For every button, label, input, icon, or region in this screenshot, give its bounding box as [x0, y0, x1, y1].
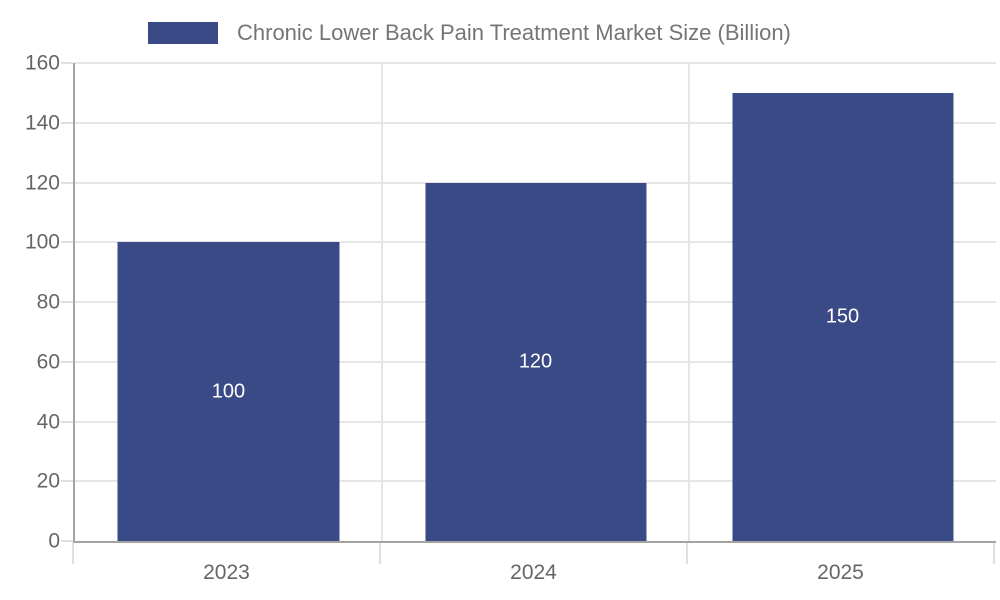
y-tick-mark [61, 62, 73, 64]
bar[interactable]: 120 [424, 182, 647, 541]
x-tick-mark [685, 543, 688, 564]
gridline [75, 62, 996, 64]
bar-value-label: 150 [825, 305, 860, 328]
y-tick-label: 100 [24, 230, 60, 254]
y-tick-mark [61, 121, 73, 124]
bar-value-label: 120 [518, 350, 553, 373]
y-tick-label: 40 [36, 410, 60, 433]
y-tick-mark [61, 420, 73, 423]
x-axis: 2023 2024 2025 [72, 543, 995, 600]
y-tick-label: 80 [36, 290, 60, 314]
y-tick-label: 60 [36, 350, 60, 374]
y-tick-mark [61, 360, 73, 363]
y-tick-label: 0 [48, 529, 60, 553]
x-tick-mark [378, 543, 381, 564]
bar[interactable]: 100 [117, 242, 339, 541]
y-tick-mark [61, 480, 73, 483]
x-tick-mark [993, 543, 995, 564]
y-tick-label: 120 [24, 171, 60, 194]
x-tick-label: 2024 [510, 561, 557, 584]
gridline [687, 63, 690, 541]
legend-swatch-icon [148, 22, 218, 44]
x-tick-label: 2025 [817, 561, 864, 584]
y-tick-label: 160 [24, 51, 60, 75]
plot-area: 100 120 150 [73, 62, 996, 543]
bar[interactable]: 150 [731, 92, 954, 541]
y-tick-mark [61, 301, 73, 303]
y-tick-mark [61, 241, 73, 244]
bar-value-label: 100 [211, 380, 246, 403]
gridline [75, 121, 996, 124]
y-tick-mark [61, 181, 73, 184]
y-tick-label: 20 [36, 469, 60, 493]
y-axis-ticks [61, 62, 73, 542]
x-tick-mark [72, 543, 74, 564]
legend[interactable]: Chronic Lower Back Pain Treatment Market… [148, 20, 791, 46]
y-tick-label: 140 [24, 111, 60, 135]
x-tick-label: 2023 [203, 561, 250, 584]
chart-title: Chronic Lower Back Pain Treatment Market… [237, 20, 791, 45]
y-axis: 0 20 40 60 80 100 120 140 160 [0, 53, 60, 552]
y-tick-mark [61, 540, 73, 542]
gridline [380, 63, 383, 541]
